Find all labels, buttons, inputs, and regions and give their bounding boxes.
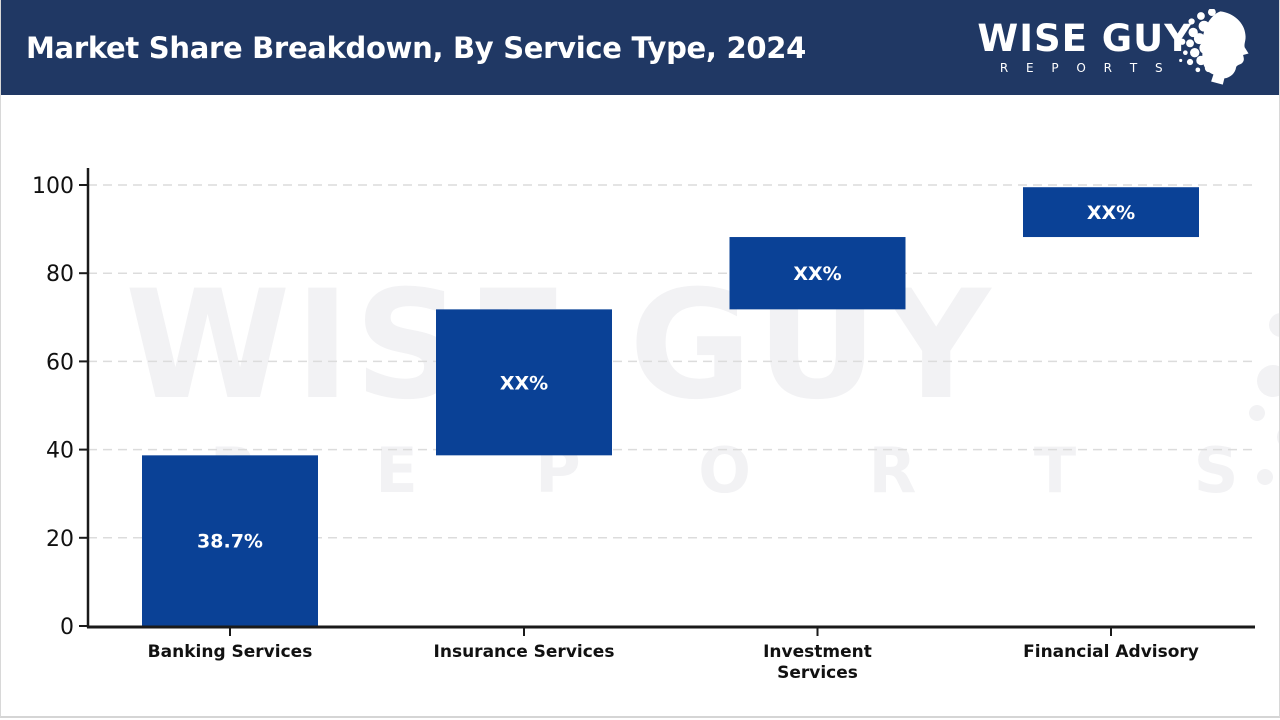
bar-label-Banking Services: 38.7% <box>197 531 263 553</box>
x-tick-label-Investment Services: Investment Services <box>763 642 872 683</box>
bar-Banking Services <box>142 455 318 626</box>
bar-Insurance Services <box>436 309 612 456</box>
bar-label-Investment Services: XX% <box>793 263 841 285</box>
y-tick-label-0: 0 <box>60 615 74 640</box>
brand-logo-text: WISE GUY R E P O R T S <box>977 20 1192 75</box>
brand-head-icon <box>1177 8 1249 85</box>
y-tick-label-100: 100 <box>32 174 74 199</box>
brand-logo: WISE GUY R E P O R T S <box>977 8 1254 87</box>
y-tick-label-20: 20 <box>46 527 74 552</box>
bar-label-Financial Advisory: XX% <box>1087 202 1135 224</box>
x-tick-label-Banking Services: Banking Services <box>148 642 313 662</box>
y-tick-label-60: 60 <box>46 350 74 375</box>
x-tick-label-Financial Advisory: Financial Advisory <box>1023 642 1199 662</box>
y-tick-label-80: 80 <box>46 262 74 287</box>
brand-subname: R E P O R T S <box>999 61 1170 75</box>
bar-Investment Services <box>729 237 906 310</box>
chart-title: Market Share Breakdown, By Service Type,… <box>26 30 806 65</box>
brand-name: WISE GUY <box>977 17 1192 60</box>
bar-label-Insurance Services: XX% <box>500 372 548 394</box>
header-band: Market Share Breakdown, By Service Type,… <box>0 0 1280 95</box>
x-tick-label-Insurance Services: Insurance Services <box>434 642 615 662</box>
y-tick-label-40: 40 <box>46 439 74 464</box>
bar-Financial Advisory <box>1023 187 1199 238</box>
